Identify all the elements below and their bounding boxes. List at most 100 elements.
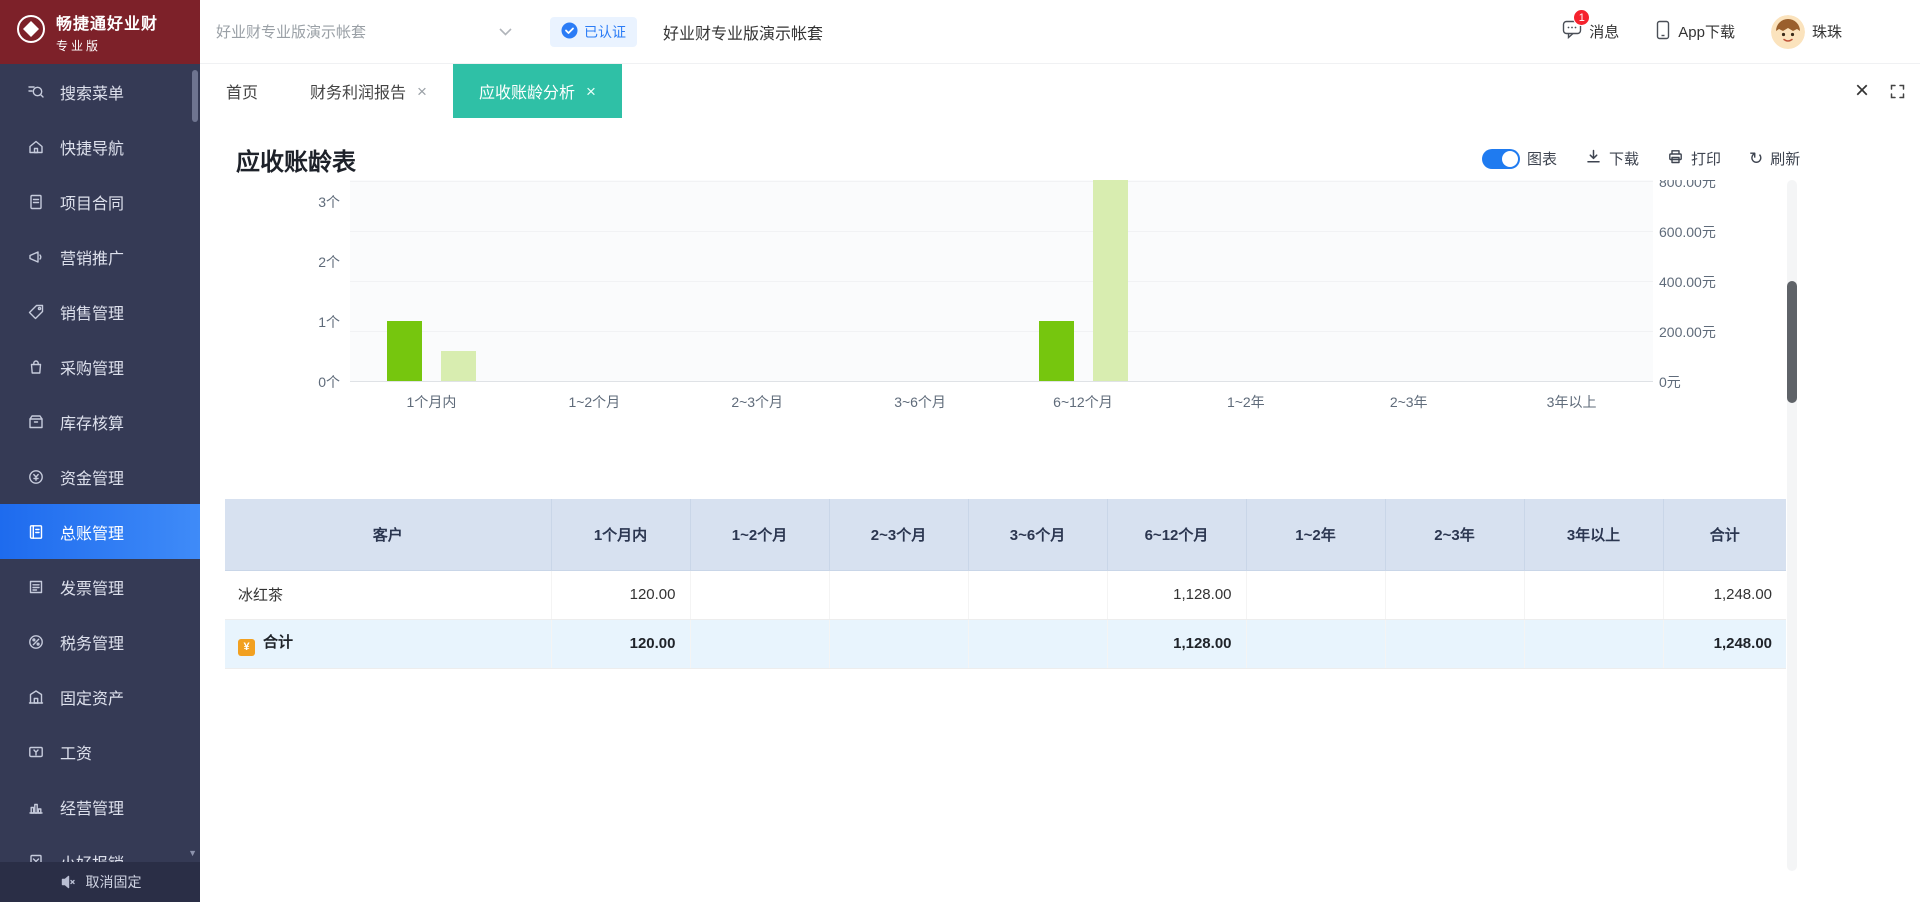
- messages-count-badge: 1: [1573, 9, 1591, 26]
- fullscreen-icon[interactable]: [1889, 83, 1906, 100]
- messages-button[interactable]: 1 消息: [1562, 9, 1620, 43]
- unpin-label: 取消固定: [85, 874, 142, 890]
- bar-amount-6~12个月: [1092, 180, 1128, 381]
- sidebar-item-label: 发票管理: [60, 580, 125, 598]
- account-set-dropdown[interactable]: 好业财专业版演示帐套: [216, 21, 512, 42]
- account-set-dropdown-value: 好业财专业版演示帐套: [216, 24, 367, 41]
- sidebar-item-label: 小好报销: [60, 850, 124, 863]
- asset-icon: [26, 687, 46, 707]
- sidebar-item-project-contract[interactable]: 项目合同: [0, 174, 200, 229]
- content-scrollbar-track[interactable]: [1787, 180, 1797, 871]
- value-cell: [1524, 570, 1664, 620]
- content-scrollbar-thumb[interactable]: [1787, 281, 1797, 403]
- table-row[interactable]: 冰红茶 120.00 1,128.00 1,248.00: [225, 570, 1786, 620]
- tab-close-icon[interactable]: ×: [417, 81, 427, 101]
- value-cell: 1,128.00: [1107, 570, 1247, 620]
- aging-bar-chart: 0元 200.00元 400.00元 600.00元 800.00元 0个 1个 2个 3个 1个…: [200, 180, 1788, 512]
- sidebar-scrollbar-thumb[interactable]: [192, 70, 198, 122]
- sidebar-item-marketing[interactable]: 营销推广: [0, 229, 200, 284]
- sales-icon: [26, 302, 46, 322]
- sidebar-item-label: 快捷导航: [60, 140, 125, 158]
- sidebar-menu: 搜索菜单快捷导航项目合同营销推广销售管理采购管理库存核算资金管理总账管理发票管理…: [0, 64, 200, 862]
- tab-bar: 首页 财务利润报告 × 应收账龄分析 × ×: [200, 64, 1920, 118]
- contract-icon: [26, 192, 46, 212]
- ledger-icon: [26, 522, 46, 542]
- sidebar-item-business[interactable]: 经营管理: [0, 779, 200, 834]
- total-value-cell: [1246, 619, 1386, 669]
- aging-table-head-row: 客户 1个月内 1~2个月 2~3个月 3~6个月 6~12个月 1~2年 2~3年 3年以上合…: [225, 499, 1786, 571]
- sidebar-item-inventory[interactable]: 库存核算: [0, 394, 200, 449]
- user-menu[interactable]: 珠珠: [1770, 14, 1842, 49]
- tab-actions: ×: [1855, 64, 1920, 118]
- sidebar-item-reimburse[interactable]: 小好报销: [0, 834, 200, 862]
- chart-gridline: [350, 181, 1653, 182]
- column-header: 2~3个月: [829, 499, 969, 571]
- total-value-cell: [829, 619, 969, 669]
- chart-toggle[interactable]: [1482, 148, 1520, 169]
- bar-count-1个月内: [387, 321, 423, 381]
- sidebar-item-label: 经营管理: [60, 800, 125, 818]
- sidebar-item-tax[interactable]: 税务管理: [0, 614, 200, 669]
- sidebar-item-salary[interactable]: 工资: [0, 724, 200, 779]
- messages-label: 消息: [1589, 24, 1620, 41]
- salary-icon: [26, 742, 46, 762]
- sidebar-item-sales[interactable]: 销售管理: [0, 284, 200, 339]
- y-axis-left-tick: 1个: [318, 314, 340, 330]
- tab-home[interactable]: 首页: [200, 64, 284, 118]
- certified-icon: [561, 22, 578, 42]
- sidebar-item-label: 资金管理: [60, 470, 125, 488]
- sidebar-item-purchase[interactable]: 采购管理: [0, 339, 200, 394]
- x-axis-label: 3~6个月: [894, 394, 946, 410]
- print-button[interactable]: 打印: [1667, 148, 1721, 169]
- column-header: 6~12个月: [1107, 499, 1247, 571]
- sidebar-item-label: 营销推广: [60, 250, 125, 268]
- column-header: 合计: [1663, 499, 1786, 571]
- sidebar-item-label: 库存核算: [60, 415, 125, 433]
- bar-amount-1个月内: [441, 351, 477, 381]
- refresh-button[interactable]: ↻ 刷新: [1749, 148, 1800, 169]
- x-axis-label: 2~3个月: [731, 394, 784, 410]
- home-icon: [26, 137, 46, 157]
- x-axis-label: 6~12个月: [1053, 394, 1113, 410]
- download-button[interactable]: 下载: [1585, 148, 1639, 169]
- total-label: 合计: [263, 634, 294, 651]
- tab-receivable-aging-analysis[interactable]: 应收账龄分析 ×: [452, 64, 622, 118]
- sidebar-item-fixed-assets[interactable]: 固定资产: [0, 669, 200, 724]
- column-header: 2~3年: [1385, 499, 1525, 571]
- sidebar-item-label: 采购管理: [60, 360, 125, 378]
- search-icon: [26, 82, 46, 102]
- tab-list: 首页 财务利润报告 × 应收账龄分析 ×: [200, 64, 622, 118]
- aging-table: 客户 1个月内 1~2个月 2~3个月 3~6个月 6~12个月 1~2年 2~3年 3年以上合…: [225, 499, 1786, 669]
- tab-label: 应收账龄分析: [478, 85, 575, 102]
- top-header: 畅捷通好业财 专业版 好业财专业版演示帐套 已认证 好业财专业版演示帐套: [0, 0, 1920, 64]
- value-cell: [1246, 570, 1386, 620]
- sidebar-item-label: 总账管理: [60, 525, 125, 543]
- sidebar-item-invoice[interactable]: 发票管理: [0, 559, 200, 614]
- download-icon: [1585, 148, 1602, 169]
- logo-line1: 畅捷通好业财: [56, 15, 159, 33]
- sidebar-item-search[interactable]: 搜索菜单: [0, 64, 200, 119]
- user-avatar[interactable]: [1770, 14, 1805, 49]
- unpin-sidebar-button[interactable]: 取消固定: [0, 862, 200, 902]
- app-download-button[interactable]: App下载: [1655, 20, 1735, 44]
- tab-close-icon[interactable]: ×: [585, 81, 596, 101]
- sidebar-item-label: 销售管理: [60, 305, 125, 323]
- chart-gridline: [350, 281, 1653, 282]
- tab-finance-profit-report[interactable]: 财务利润报告 ×: [284, 64, 453, 118]
- sidebar-scroll-down-icon[interactable]: ▼: [188, 848, 197, 858]
- sidebar-item-quick-nav[interactable]: 快捷导航: [0, 119, 200, 174]
- account-set-name: 好业财专业版演示帐套: [663, 25, 824, 43]
- funds-icon: [26, 467, 46, 487]
- aging-table-wrap: 客户 1个月内 1~2个月 2~3个月 3~6个月 6~12个月 1~2年 2~3年 3年以上合…: [225, 499, 1786, 669]
- sidebar: 搜索菜单快捷导航项目合同营销推广销售管理采购管理库存核算资金管理总账管理发票管理…: [0, 64, 200, 902]
- message-bubble-icon: [1562, 20, 1582, 43]
- download-label: 下载: [1609, 151, 1640, 168]
- sidebar-item-funds[interactable]: 资金管理: [0, 449, 200, 504]
- y-axis-right-tick: 600.00元: [1659, 224, 1716, 240]
- value-cell: [690, 570, 830, 620]
- column-header: 1~2年: [1246, 499, 1386, 571]
- sidebar-item-general-ledger[interactable]: 总账管理: [0, 504, 200, 559]
- close-all-tabs-button[interactable]: ×: [1854, 77, 1869, 104]
- column-header: 3年以上: [1524, 499, 1664, 571]
- total-value-cell: 1,248.00: [1663, 619, 1786, 669]
